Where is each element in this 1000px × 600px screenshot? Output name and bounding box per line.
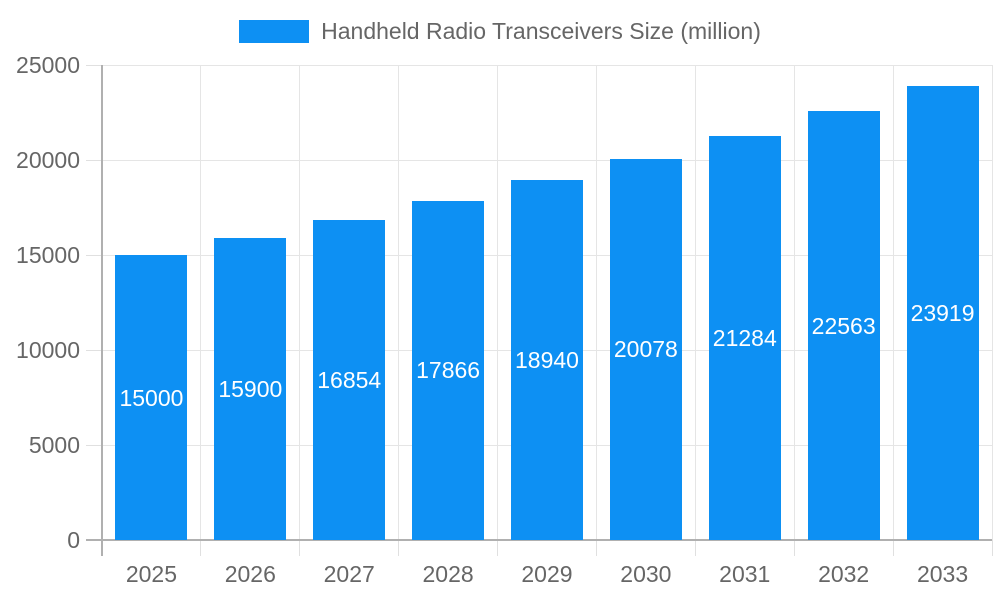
y-tick: [86, 444, 102, 446]
x-tick-label: 2026: [224, 561, 276, 587]
y-gridline: [102, 64, 992, 66]
x-tick-label: 2029: [521, 561, 573, 587]
x-tick: [991, 540, 993, 556]
y-tick: [86, 159, 102, 161]
y-tick: [86, 254, 102, 256]
x-tick: [299, 540, 301, 556]
x-gridline: [398, 65, 400, 540]
y-tick-label: 10000: [16, 337, 80, 363]
x-tick: [892, 540, 894, 556]
y-tick-label: 0: [67, 527, 80, 553]
x-gridline: [299, 65, 301, 540]
bar-2031[interactable]: [708, 135, 781, 540]
x-tick-label: 2030: [620, 561, 672, 587]
x-tick: [497, 540, 499, 556]
x-tick: [793, 540, 795, 556]
x-axis-line: [86, 539, 992, 541]
bar-2029[interactable]: [511, 180, 583, 540]
legend-label: Handheld Radio Transceivers Size (millio…: [321, 18, 761, 44]
x-gridline: [200, 65, 202, 540]
bar-2027[interactable]: [313, 219, 386, 540]
legend-color-swatch: [239, 20, 310, 43]
x-tick: [694, 540, 696, 556]
x-gridline: [694, 65, 696, 540]
x-tick: [200, 540, 202, 556]
x-tick-label: 2033: [916, 561, 969, 587]
x-gridline: [595, 65, 597, 540]
y-axis-line: [101, 65, 103, 556]
bar-2030[interactable]: [609, 158, 682, 540]
x-gridline: [991, 65, 993, 540]
x-gridline: [793, 65, 795, 540]
x-tick: [595, 540, 597, 556]
y-tick: [86, 349, 102, 351]
y-tick: [86, 64, 102, 66]
bar-2026[interactable]: [214, 237, 287, 540]
x-tick-label: 2032: [818, 561, 870, 587]
x-gridline: [497, 65, 499, 540]
x-tick: [398, 540, 400, 556]
y-gridline: [102, 159, 992, 161]
y-tick-label: 25000: [16, 52, 80, 78]
y-tick-label: 5000: [28, 432, 80, 458]
y-tick-label: 20000: [16, 147, 80, 173]
bar-2032[interactable]: [807, 111, 880, 540]
x-tick-label: 2031: [719, 561, 771, 587]
bar-2033[interactable]: [906, 85, 979, 540]
bar-2025[interactable]: [115, 255, 188, 540]
x-tick-label: 2028: [422, 561, 474, 587]
y-tick-label: 15000: [16, 242, 80, 268]
x-gridline: [892, 65, 894, 540]
x-tick-label: 2025: [125, 561, 178, 587]
bar-2028[interactable]: [412, 200, 485, 540]
x-tick-label: 2027: [323, 561, 375, 587]
chart-legend[interactable]: Handheld Radio Transceivers Size (millio…: [0, 20, 1000, 43]
